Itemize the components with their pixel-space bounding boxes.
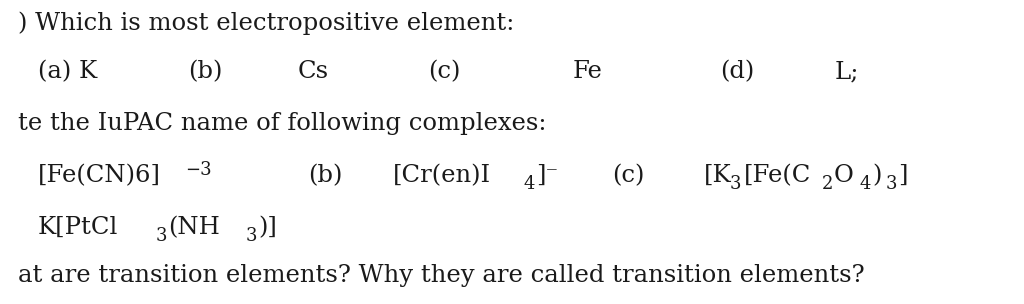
Text: 3: 3: [246, 227, 257, 245]
Text: [Cr(en)I: [Cr(en)I: [393, 164, 492, 187]
Text: 4: 4: [524, 175, 536, 193]
Text: O: O: [834, 164, 854, 187]
Text: Fe: Fe: [573, 60, 603, 83]
Text: [Fe(C: [Fe(C: [744, 164, 811, 187]
Text: 2: 2: [822, 175, 834, 193]
Text: 3: 3: [156, 227, 168, 245]
Text: at are transition elements? Why they are called transition elements?: at are transition elements? Why they are…: [18, 264, 864, 287]
Text: (NH: (NH: [168, 216, 220, 239]
Text: (c): (c): [428, 60, 461, 83]
Text: [Fe(CN)6]: [Fe(CN)6]: [38, 164, 161, 187]
Text: L;: L;: [835, 60, 859, 83]
Text: ]⁻: ]⁻: [536, 164, 558, 187]
Text: (a) K: (a) K: [38, 60, 97, 83]
Text: −3: −3: [185, 161, 212, 179]
Text: 4: 4: [860, 175, 871, 193]
Text: (c): (c): [612, 164, 644, 187]
Text: [K: [K: [705, 164, 731, 187]
Text: (b): (b): [188, 60, 222, 83]
Text: 3: 3: [886, 175, 897, 193]
Text: ]: ]: [898, 164, 907, 187]
Text: (b): (b): [308, 164, 342, 187]
Text: ): ): [872, 164, 882, 187]
Text: (d): (d): [720, 60, 755, 83]
Text: te the IuPAC name of following complexes:: te the IuPAC name of following complexes…: [18, 112, 547, 135]
Text: ) Which is most electropositive element:: ) Which is most electropositive element:: [18, 12, 514, 35]
Text: K[PtCl: K[PtCl: [38, 216, 119, 239]
Text: Cs: Cs: [298, 60, 329, 83]
Text: )]: )]: [258, 216, 276, 239]
Text: 3: 3: [730, 175, 741, 193]
